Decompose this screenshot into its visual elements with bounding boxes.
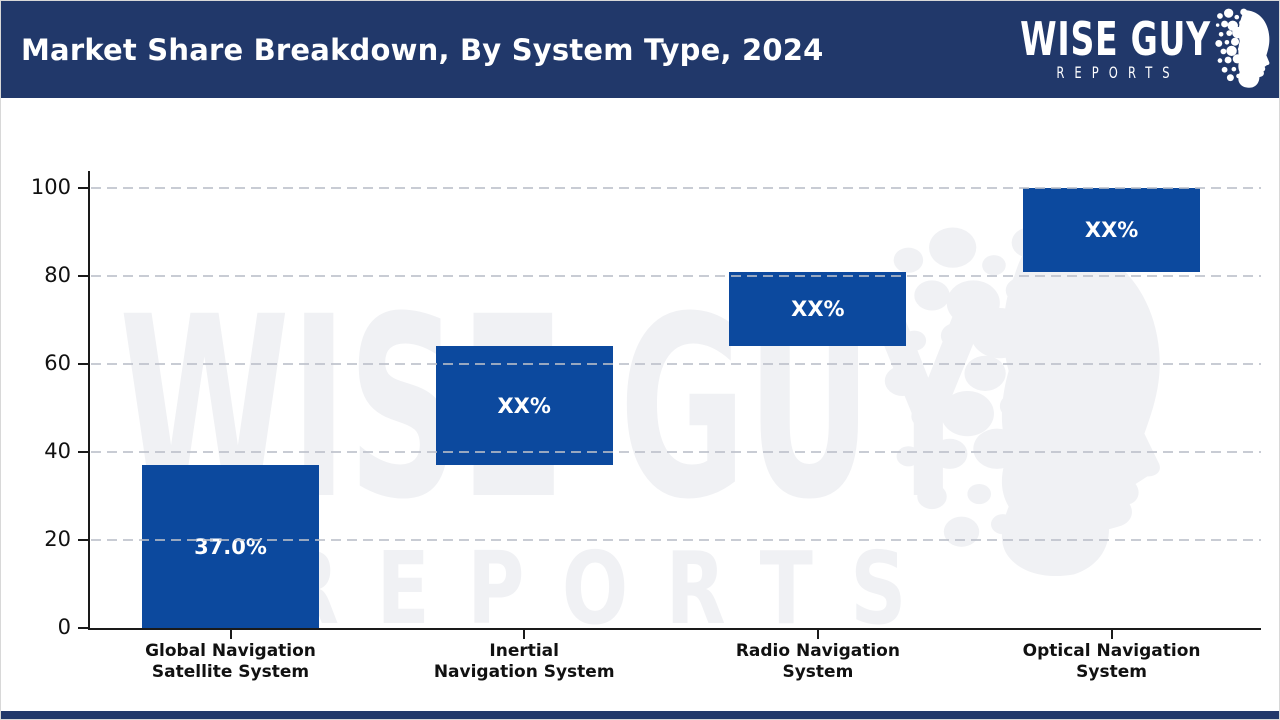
x-category-label-line: Satellite System [151,662,310,682]
y-tick-label: 80 [44,263,71,287]
y-tick-mark [78,187,88,189]
bar: 37.0% [142,465,319,628]
y-tick-mark [78,539,88,541]
x-category-label-line: System [1076,662,1147,682]
x-category-label: Radio Navigation System [668,641,968,683]
x-category-label: Global Navigation Satellite System [81,641,381,683]
y-tick-mark [78,451,88,453]
logo-wordmark: WISE GUY [1020,11,1211,66]
x-tick-mark [523,630,526,639]
y-tick-label: 60 [44,351,71,375]
x-tick-mark [816,630,819,639]
x-category-label-line: Global Navigation [145,641,316,661]
x-tick-mark [229,630,232,639]
x-category-label-line: Navigation System [433,662,615,682]
x-category-label: Inertial Navigation System [374,641,674,683]
bar-value-label: XX% [791,296,845,321]
bar: XX% [729,271,907,347]
x-category-label-line: System [782,662,854,682]
y-tick-mark [78,627,88,629]
x-axis-spine [88,628,1261,630]
bar-value-label: XX% [497,393,551,418]
gridline [91,451,1261,453]
x-category-label: Optical Navigation System [962,641,1262,683]
gridline [91,363,1261,365]
logo-subtitle: REPORTS [1056,62,1180,82]
x-category-label-line: Inertial [489,641,559,661]
logo-text: WISE GUY REPORTS [1020,16,1211,81]
header: Market Share Breakdown, By System Type, … [1,1,1279,98]
x-tick-mark [1110,630,1113,639]
footer-bar [1,711,1279,719]
bar-value-label: XX% [1084,217,1139,242]
gridline [91,539,1261,541]
y-axis-spine [88,171,90,630]
y-tick-label: 20 [44,527,71,551]
y-tick-label: 100 [30,175,71,199]
bar-value-label: 37.0% [194,534,267,559]
x-category-label-line: Radio Navigation [735,641,900,661]
y-tick-mark [78,275,88,277]
bar: XX% [435,346,613,466]
bar: XX% [1023,188,1201,272]
y-tick-label: 0 [57,615,71,639]
y-tick-mark [78,363,88,365]
watermark-subtitle: REPORTS [279,530,944,647]
gridline [91,187,1261,189]
gridline [91,275,1261,277]
x-category-label-line: Optical Navigation [1022,641,1201,661]
y-tick-label: 40 [44,439,71,463]
logo: WISE GUY REPORTS [946,8,1271,88]
page-title: Market Share Breakdown, By System Type, … [21,32,824,67]
